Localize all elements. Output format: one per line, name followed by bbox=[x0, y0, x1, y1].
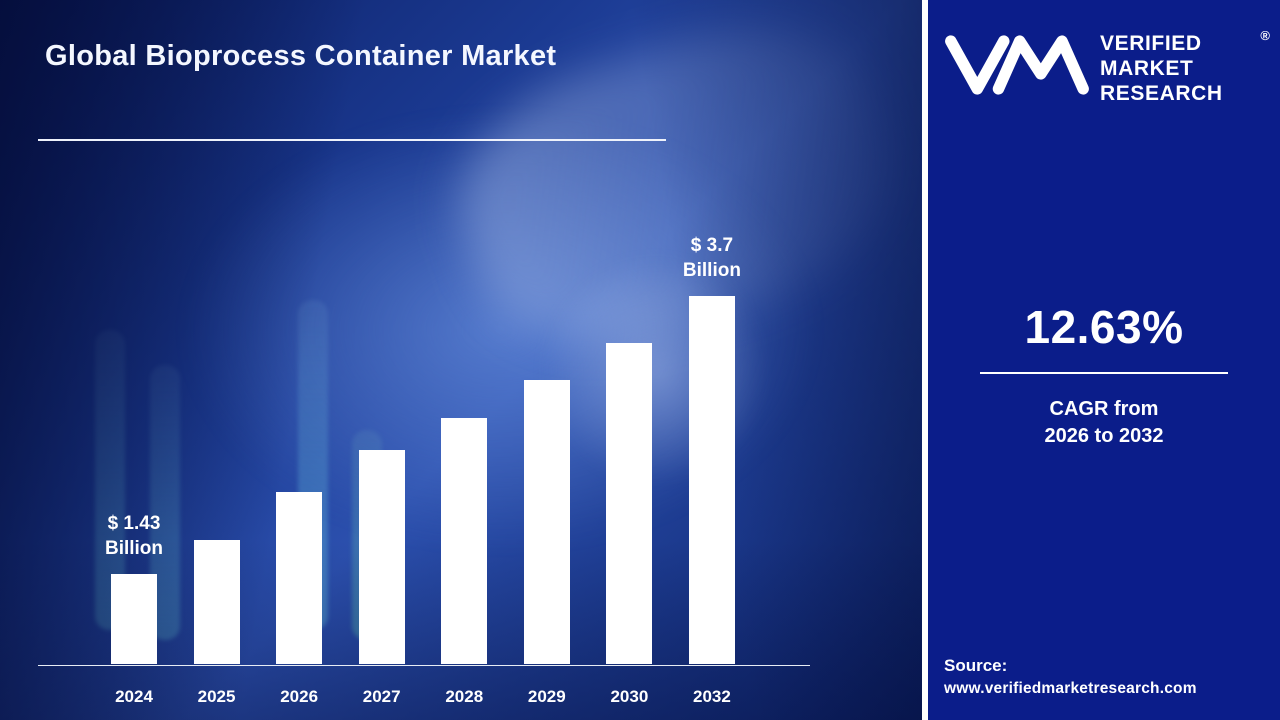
x-axis-label: 2032 bbox=[693, 687, 731, 706]
title-underline bbox=[38, 139, 666, 141]
x-axis-label: 2024 bbox=[115, 687, 153, 706]
cagr-label: CAGR from 2026 to 2032 bbox=[928, 396, 1280, 450]
chart-panel: Global Bioprocess Container Market $ 1.4… bbox=[0, 0, 922, 720]
bar bbox=[606, 343, 653, 664]
x-axis-labels: 2024 2025 2026 2027 2028 2029 2030 2032 bbox=[111, 687, 735, 707]
source: Source: www.verifiedmarketresearch.com bbox=[944, 656, 1197, 698]
source-url[interactable]: www.verifiedmarketresearch.com bbox=[944, 680, 1197, 697]
bar bbox=[111, 574, 157, 664]
brand-name: VERIFIED MARKET RESEARCH bbox=[1100, 32, 1223, 106]
cagr-underline bbox=[980, 372, 1228, 374]
bar-group: $ 1.43 Billion bbox=[105, 511, 163, 664]
bar bbox=[688, 296, 735, 664]
cagr-stat: 12.63% CAGR from 2026 to 2032 bbox=[928, 300, 1280, 450]
bar bbox=[276, 492, 323, 664]
bar-group: $ 3.7 Billion bbox=[683, 233, 741, 664]
vmr-logo-icon bbox=[945, 35, 1089, 95]
bar bbox=[523, 380, 570, 664]
cagr-label-line: CAGR from bbox=[1049, 397, 1159, 420]
x-axis bbox=[38, 664, 810, 666]
bar-group bbox=[276, 492, 323, 664]
bar-group bbox=[358, 450, 405, 664]
x-axis-label: 2029 bbox=[527, 687, 566, 706]
bar-group bbox=[441, 418, 488, 664]
value-annotation: $ 3.7 Billion bbox=[682, 234, 741, 282]
bar-chart: $ 1.43 Billion $ 3.7 Billion bbox=[105, 219, 741, 664]
brand-name-line: VERIFIED bbox=[1100, 32, 1202, 55]
brand: VERIFIED MARKET RESEARCH ® bbox=[942, 26, 1272, 106]
bar-group bbox=[523, 380, 570, 664]
source-label: Source: bbox=[944, 656, 1008, 675]
registered-trademark-icon: ® bbox=[1260, 28, 1270, 43]
x-axis-label: 2026 bbox=[280, 687, 319, 706]
bar-group bbox=[606, 343, 653, 664]
bar bbox=[193, 540, 240, 664]
x-axis-label: 2028 bbox=[445, 687, 484, 706]
brand-name-line: RESEARCH bbox=[1100, 81, 1223, 105]
cagr-label-line: 2026 to 2032 bbox=[1044, 424, 1164, 447]
x-axis-label: 2030 bbox=[610, 687, 649, 706]
x-axis-label: 2025 bbox=[197, 687, 236, 706]
bar bbox=[441, 418, 488, 664]
page-title: Global Bioprocess Container Market bbox=[45, 40, 557, 72]
brand-panel: VERIFIED MARKET RESEARCH ® 12.63% CAGR f… bbox=[922, 0, 1280, 720]
x-axis-label: 2027 bbox=[362, 687, 401, 706]
cagr-value: 12.63% bbox=[1024, 301, 1184, 353]
value-annotation: $ 1.43 Billion bbox=[104, 512, 164, 560]
brand-name-line: MARKET bbox=[1100, 56, 1194, 80]
bar-group bbox=[193, 540, 240, 664]
bar bbox=[358, 450, 405, 664]
